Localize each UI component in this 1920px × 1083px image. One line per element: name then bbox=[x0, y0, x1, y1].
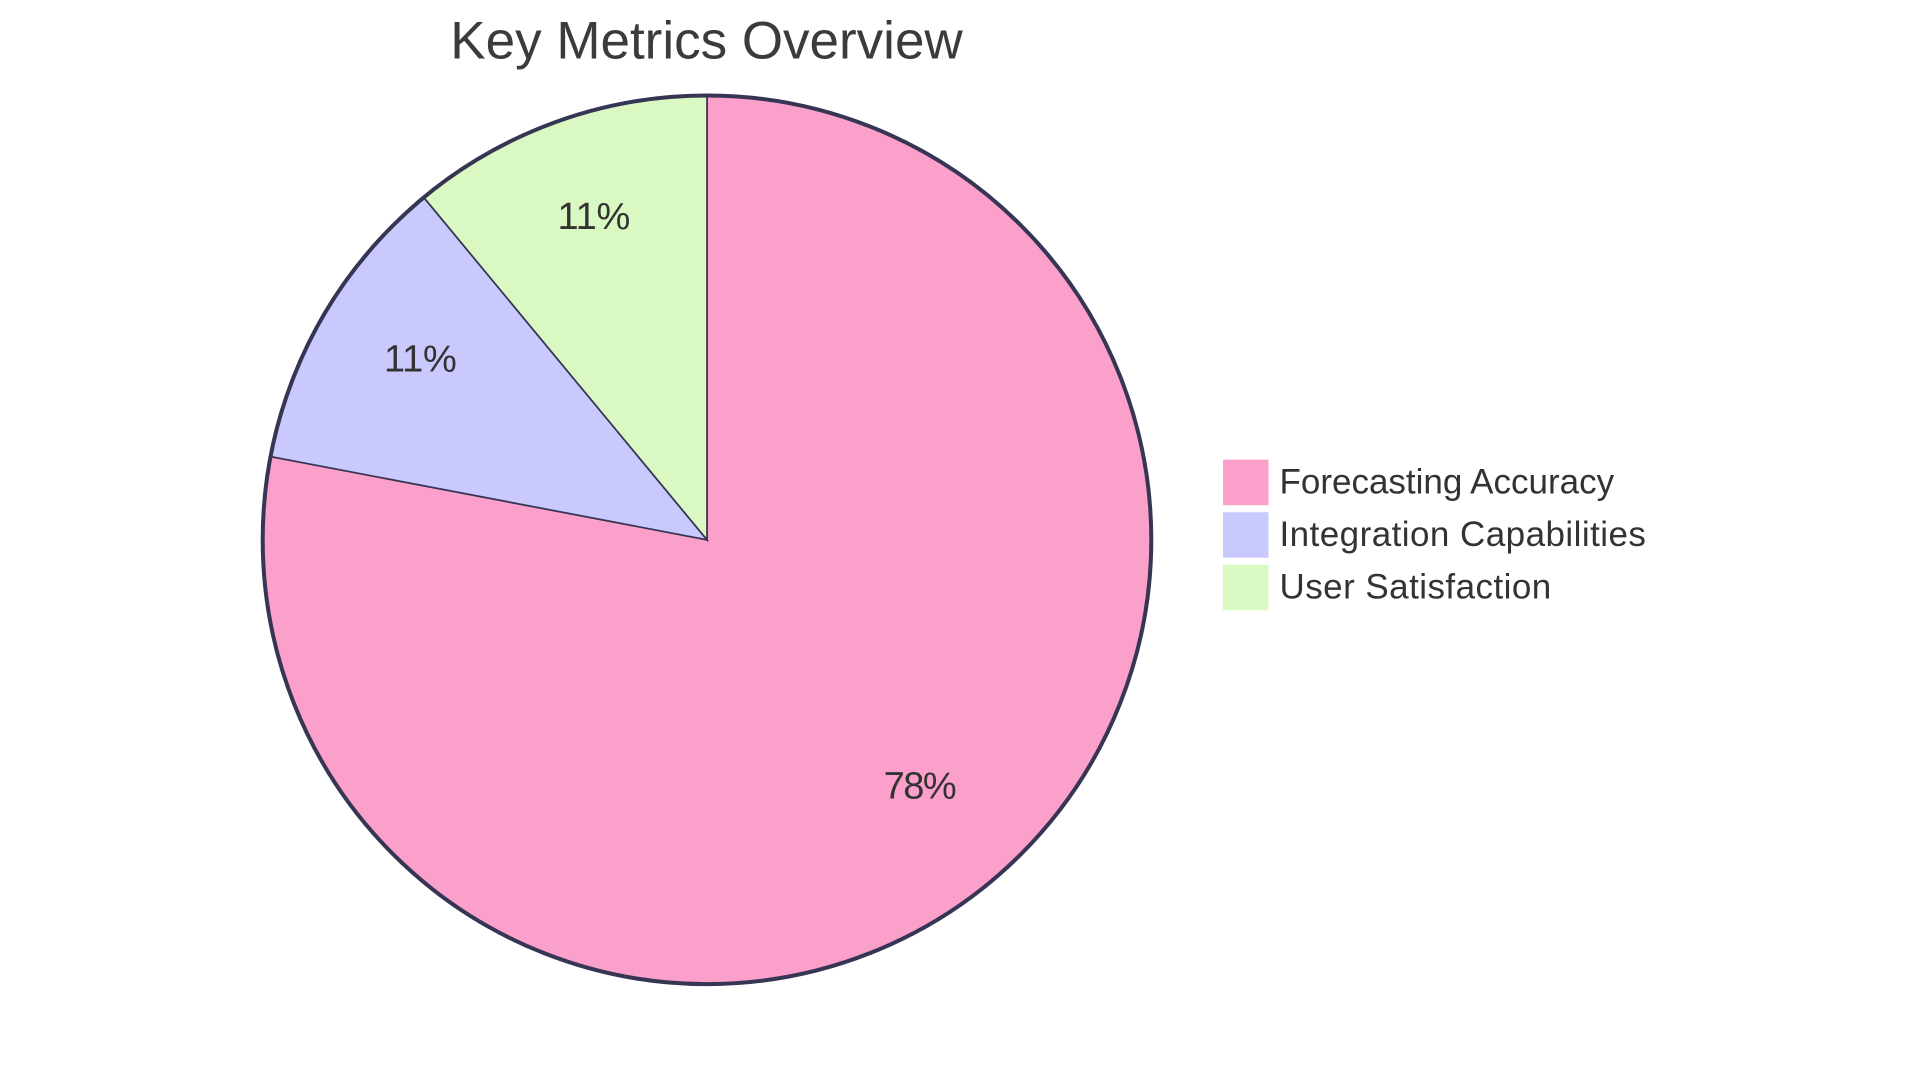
svg-text:11%: 11% bbox=[384, 339, 457, 381]
svg-text:11%: 11% bbox=[557, 196, 630, 238]
svg-text:Forecasting Accuracy: Forecasting Accuracy bbox=[1280, 463, 1615, 502]
svg-text:78%: 78% bbox=[884, 766, 956, 808]
svg-text:Integration Capabilities: Integration Capabilities bbox=[1280, 515, 1647, 554]
svg-text:Key Metrics Overview: Key Metrics Overview bbox=[450, 11, 963, 70]
svg-text:User Satisfaction: User Satisfaction bbox=[1280, 568, 1552, 607]
